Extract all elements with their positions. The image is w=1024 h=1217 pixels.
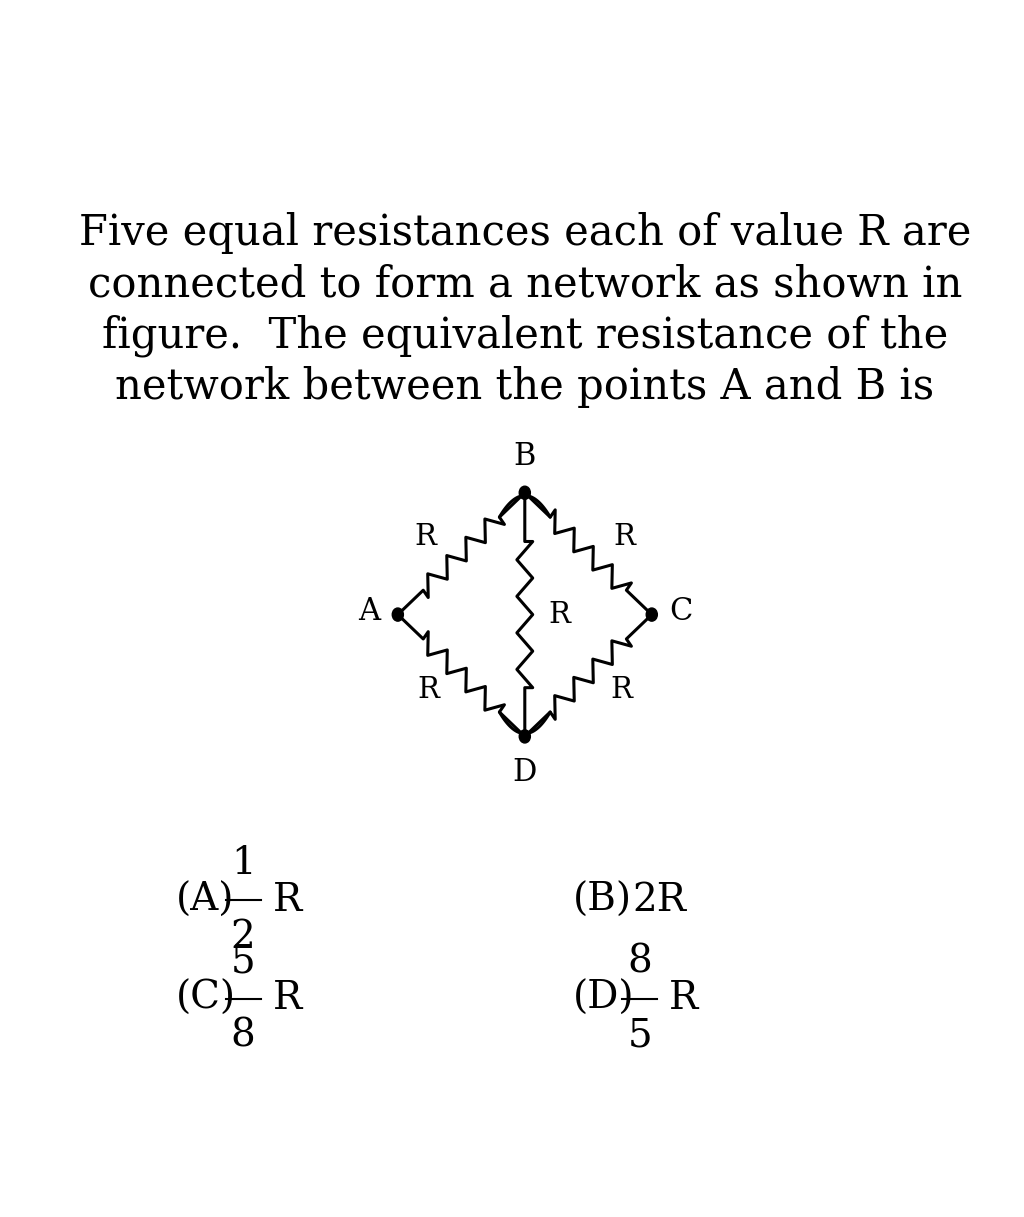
Text: C: C <box>670 596 692 627</box>
Text: figure.  The equivalent resistance of the: figure. The equivalent resistance of the <box>101 315 948 358</box>
Circle shape <box>519 730 530 742</box>
Text: Five equal resistances each of value R are: Five equal resistances each of value R a… <box>79 212 971 253</box>
Text: (A): (A) <box>176 882 234 919</box>
Text: 5: 5 <box>628 1017 652 1055</box>
Text: network between the points A and B is: network between the points A and B is <box>116 366 934 408</box>
Text: 5: 5 <box>230 943 255 980</box>
Text: (D): (D) <box>572 980 634 1017</box>
Text: R: R <box>415 523 436 551</box>
Text: A: A <box>358 596 380 627</box>
Text: D: D <box>513 757 537 789</box>
Text: R: R <box>417 675 439 703</box>
Text: R: R <box>610 675 633 703</box>
Text: B: B <box>514 441 536 472</box>
Text: R: R <box>272 882 302 919</box>
Text: (C): (C) <box>176 980 236 1017</box>
Text: R: R <box>549 600 570 629</box>
Text: 8: 8 <box>628 943 652 980</box>
Text: R: R <box>613 523 635 551</box>
Text: 1: 1 <box>230 845 255 881</box>
Text: 2: 2 <box>230 919 255 957</box>
Text: R: R <box>670 980 698 1017</box>
Circle shape <box>392 608 403 621</box>
Circle shape <box>519 487 530 499</box>
Text: (B): (B) <box>572 882 632 919</box>
Text: 2R: 2R <box>632 882 686 919</box>
Circle shape <box>646 608 657 621</box>
Text: 8: 8 <box>230 1017 255 1055</box>
Text: R: R <box>272 980 302 1017</box>
Text: connected to form a network as shown in: connected to form a network as shown in <box>88 263 962 305</box>
